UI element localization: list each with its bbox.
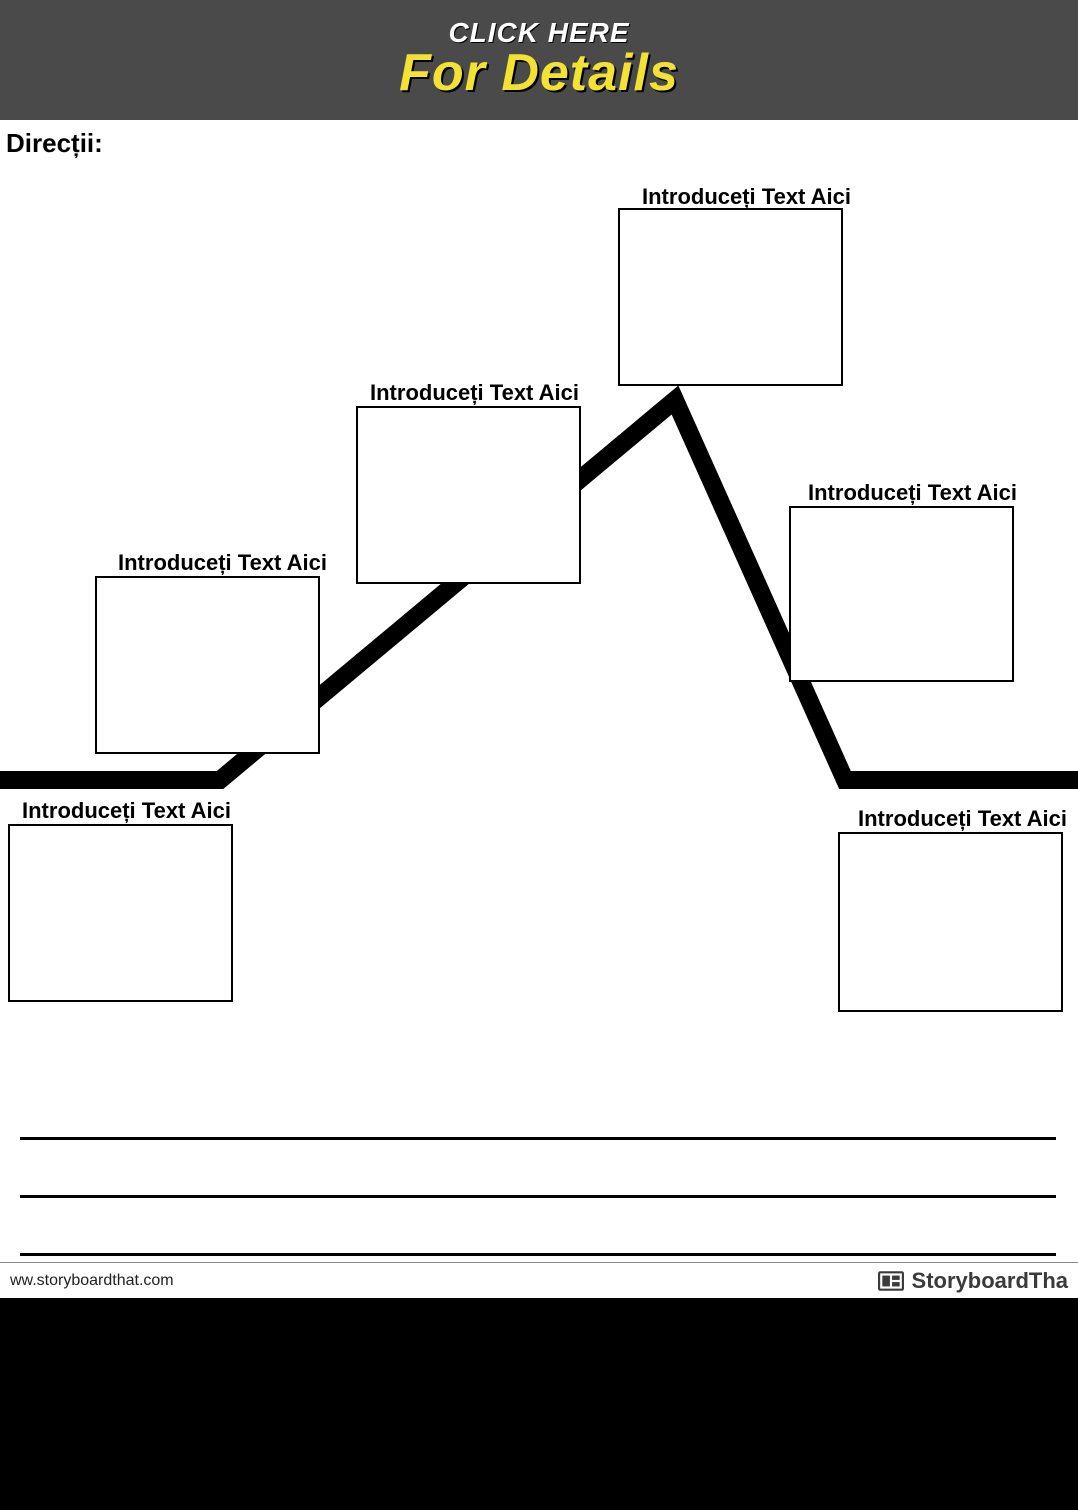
plot-box-resolution[interactable] — [838, 832, 1063, 1012]
writing-lines — [20, 1082, 1056, 1430]
footer-brand-text: StoryboardTha — [912, 1268, 1068, 1294]
writing-line[interactable] — [20, 1372, 1056, 1430]
cta-line2: For Details — [399, 43, 679, 103]
plot-box-label-rising-2: Introduceți Text Aici — [370, 380, 579, 406]
writing-line[interactable] — [20, 1140, 1056, 1198]
footer-url: ww.storyboardthat.com — [10, 1272, 174, 1290]
plot-box-label-resolution: Introduceți Text Aici — [858, 806, 1067, 832]
storyboard-icon — [878, 1268, 904, 1294]
footer: ww.storyboardthat.com StoryboardTha — [0, 1262, 1078, 1298]
writing-line[interactable] — [20, 1314, 1056, 1372]
worksheet-sheet: ume Data Direcții: Introduceți Text Aici… — [0, 16, 1078, 1282]
plot-box-label-rising-1: Introduceți Text Aici — [118, 550, 327, 576]
cta-banner[interactable]: CLICK HERE For Details — [0, 0, 1078, 120]
plot-box-falling[interactable] — [789, 506, 1014, 682]
footer-brand: StoryboardTha — [878, 1268, 1068, 1294]
directions-label: Direcții: — [6, 128, 103, 159]
plot-box-exposition[interactable] — [8, 824, 233, 1002]
writing-line[interactable] — [20, 1198, 1056, 1256]
plot-box-rising-2[interactable] — [356, 406, 581, 584]
plot-box-climax[interactable] — [618, 208, 843, 386]
plot-box-label-exposition: Introduceți Text Aici — [22, 798, 231, 824]
plot-box-rising-1[interactable] — [95, 576, 320, 754]
plot-box-label-falling: Introduceți Text Aici — [808, 480, 1017, 506]
plot-box-label-climax: Introduceți Text Aici — [642, 184, 851, 210]
writing-line[interactable] — [20, 1082, 1056, 1140]
